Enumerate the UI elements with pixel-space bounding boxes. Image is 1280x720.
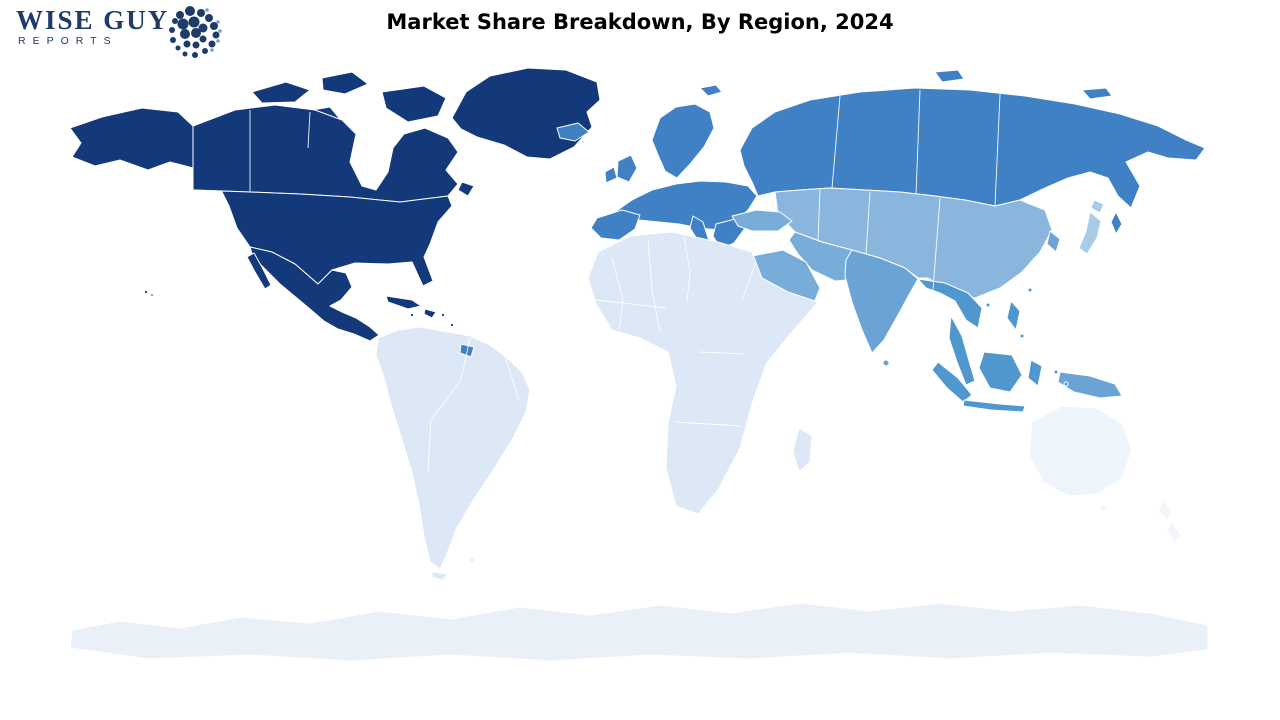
indochina-shape bbox=[917, 278, 983, 329]
newfoundland-shape bbox=[457, 181, 475, 197]
caribbean-island-dot bbox=[409, 312, 415, 318]
arctic-russia-island-shape bbox=[1081, 87, 1113, 100]
brand-subtitle: REPORTS bbox=[18, 35, 118, 48]
mexico-central-america-shape bbox=[249, 246, 380, 342]
sakhalin-shape bbox=[1110, 211, 1123, 235]
philippines-dot bbox=[1019, 333, 1025, 339]
malay-peninsula-shape bbox=[948, 315, 976, 386]
taiwan-dot bbox=[1027, 287, 1033, 293]
border-line bbox=[865, 191, 871, 255]
korea-shape bbox=[1046, 230, 1061, 253]
africa-shape bbox=[587, 231, 819, 515]
head-dot-cluster bbox=[169, 6, 223, 58]
sulawesi-shape bbox=[1027, 359, 1043, 387]
great-britain-shape bbox=[616, 154, 638, 183]
usa-shape bbox=[192, 189, 453, 287]
brand-logo-text: WISE GUY REPORTS bbox=[16, 5, 170, 48]
falkland-islands-dot bbox=[469, 557, 475, 563]
border-line bbox=[741, 261, 757, 301]
south-america-shape bbox=[375, 326, 531, 570]
region-africa bbox=[587, 231, 819, 515]
border-line bbox=[932, 197, 941, 291]
border-line bbox=[831, 95, 841, 189]
border-line bbox=[595, 299, 667, 309]
india-shape bbox=[844, 249, 919, 354]
maluku-dot bbox=[1063, 381, 1069, 387]
border-line bbox=[504, 355, 520, 401]
brand-head-dots-icon bbox=[169, 6, 223, 58]
europe-mainland-shape bbox=[611, 180, 758, 231]
sri-lanka-dot bbox=[882, 359, 890, 367]
border-line bbox=[699, 351, 745, 355]
java-shape bbox=[962, 399, 1026, 413]
borneo-shape bbox=[978, 351, 1023, 393]
border-line bbox=[647, 239, 661, 333]
region-southeast-asia bbox=[917, 278, 1069, 413]
arctic-island-shape bbox=[251, 81, 311, 104]
tasmania-dot bbox=[1099, 504, 1107, 512]
border-line bbox=[675, 421, 741, 427]
japan-honshu-shape bbox=[1078, 211, 1102, 255]
brand-name: WISE GUY bbox=[16, 5, 170, 35]
greenland-shape bbox=[451, 67, 601, 160]
hainan-dot bbox=[985, 302, 991, 308]
australia-shape bbox=[1028, 405, 1133, 497]
region-south-asia bbox=[844, 230, 1123, 399]
region-europe-russia bbox=[459, 69, 1206, 358]
alaska-shape bbox=[69, 107, 194, 171]
caribbean-island-dot bbox=[440, 312, 446, 318]
maluku-dot bbox=[1053, 369, 1059, 375]
border-line bbox=[611, 257, 624, 331]
ireland-shape bbox=[604, 166, 618, 184]
sumatra-shape bbox=[931, 361, 973, 403]
philippines-shape bbox=[1006, 300, 1021, 331]
antarctica-shape bbox=[69, 602, 1209, 662]
new-guinea-shape bbox=[1057, 371, 1123, 399]
arctic-island-shape bbox=[321, 71, 369, 95]
region-antarctica bbox=[69, 602, 1209, 662]
border-line bbox=[430, 337, 471, 421]
iceland-shape bbox=[556, 122, 590, 142]
brand-logo: WISE GUY REPORTS bbox=[16, 6, 227, 66]
country-borders bbox=[249, 89, 1001, 473]
region-oceania bbox=[1028, 405, 1183, 544]
hawaii-dot bbox=[143, 289, 149, 295]
scandinavia-shape bbox=[651, 103, 715, 179]
iberia-shape bbox=[590, 209, 641, 241]
madagascar-shape bbox=[792, 427, 813, 473]
hispaniola-shape bbox=[423, 308, 437, 319]
baffin-island-shape bbox=[381, 85, 447, 123]
hawaii-dot bbox=[150, 293, 154, 297]
region-south-america bbox=[375, 326, 531, 581]
border-line bbox=[915, 89, 921, 195]
new-zealand-south-shape bbox=[1166, 520, 1183, 544]
border-line bbox=[307, 111, 311, 149]
caribbean-island-dot bbox=[449, 322, 455, 328]
region-north-america bbox=[69, 67, 601, 342]
page-title: Market Share Breakdown, By Region, 2024 bbox=[386, 10, 894, 34]
border-line bbox=[994, 93, 1001, 207]
border-line bbox=[427, 419, 432, 473]
turkey-shape bbox=[731, 209, 793, 232]
new-zealand-north-shape bbox=[1158, 499, 1173, 522]
svalbard-shape bbox=[699, 84, 723, 97]
cuba-shape bbox=[385, 295, 422, 310]
tierra-del-fuego-shape bbox=[431, 571, 449, 581]
arctic-russia-island-shape bbox=[934, 69, 965, 83]
border-line bbox=[683, 235, 691, 303]
baja-california-shape bbox=[246, 252, 272, 290]
border-line bbox=[817, 189, 821, 241]
region-japan bbox=[1078, 199, 1105, 255]
japan-hokkaido-shape bbox=[1090, 199, 1105, 214]
